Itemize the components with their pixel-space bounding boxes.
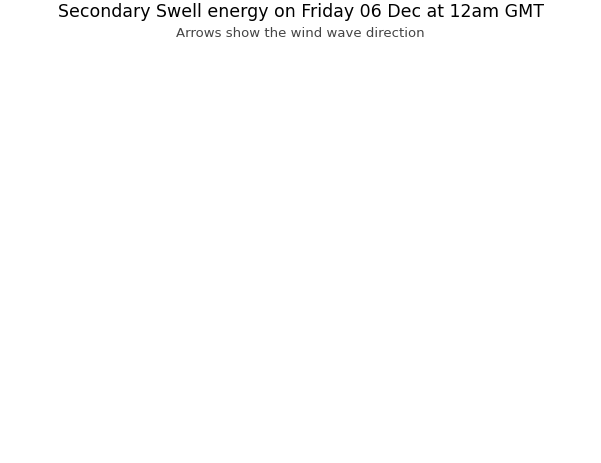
Text: cartopy required: cartopy required: [243, 246, 358, 260]
Text: Secondary Swell energy on Friday 06 Dec at 12am GMT: Secondary Swell energy on Friday 06 Dec …: [58, 2, 543, 20]
Text: Arrows show the wind wave direction: Arrows show the wind wave direction: [176, 27, 425, 40]
